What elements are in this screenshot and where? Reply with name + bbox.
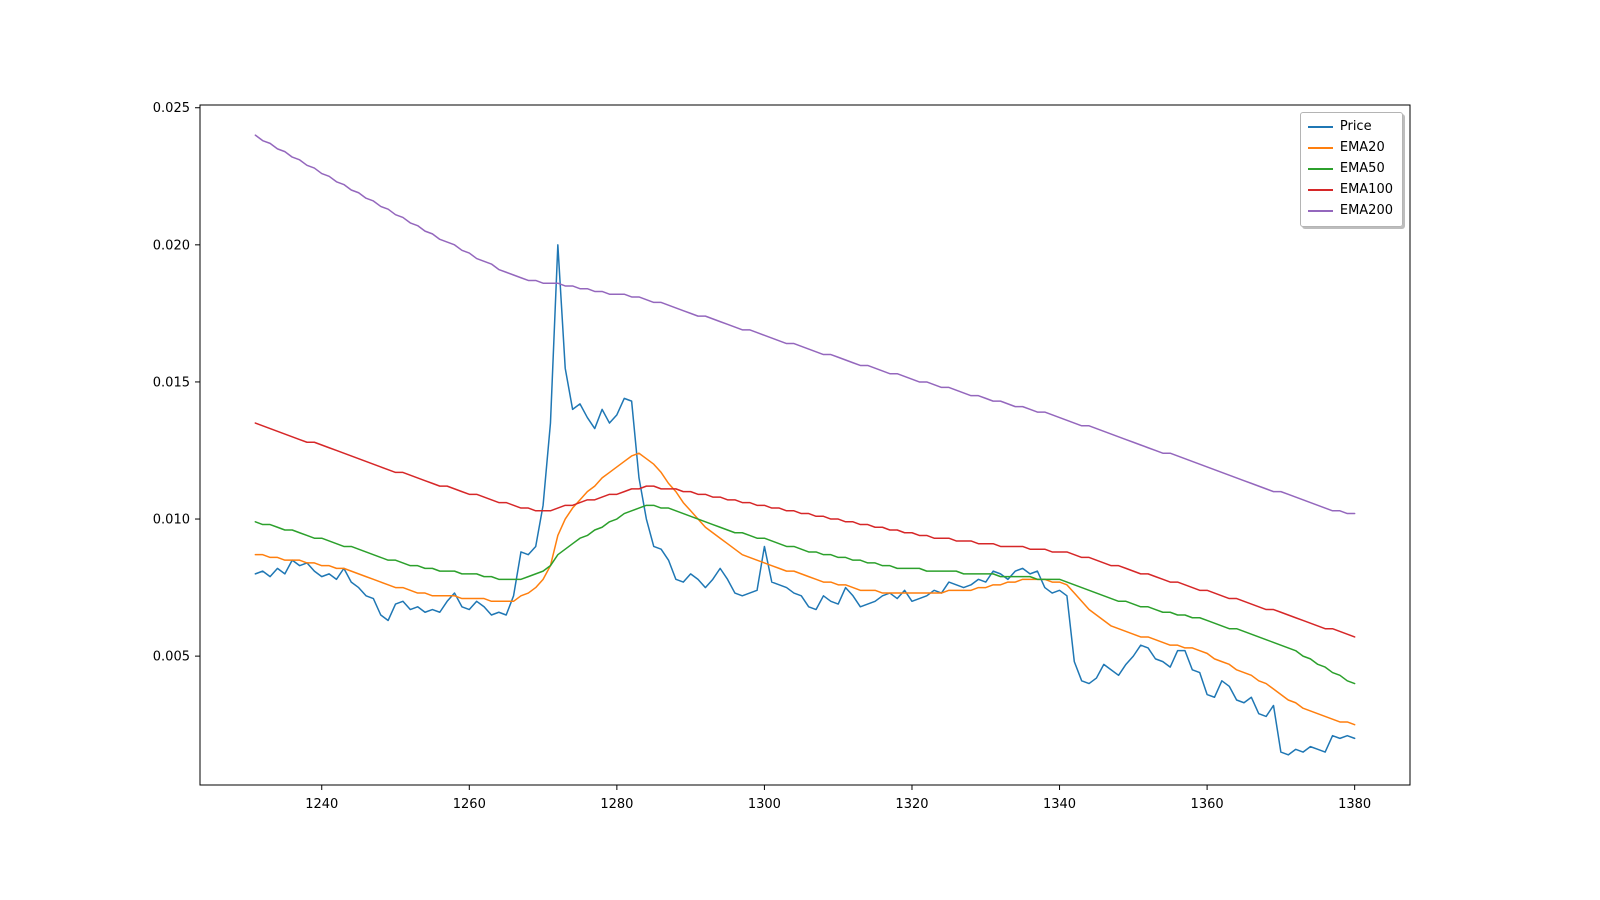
x-tick-label: 1240 [305, 797, 338, 812]
series-line-price [254, 244, 1356, 756]
series-line-ema20 [254, 452, 1356, 726]
plot-border [199, 104, 1411, 786]
legend-label: EMA200 [1339, 203, 1393, 218]
x-tick-label: 1300 [748, 797, 781, 812]
legend-item-price: Price [1307, 118, 1393, 136]
legend-label: EMA100 [1339, 182, 1393, 197]
x-tick-label: 1340 [1043, 797, 1076, 812]
series-line-ema50 [254, 504, 1356, 685]
series-line-ema200 [254, 134, 1356, 515]
legend-line-sample [1307, 147, 1333, 149]
x-tick-label: 1360 [1191, 797, 1224, 812]
legend-item-ema50: EMA50 [1307, 160, 1393, 178]
legend-item-ema100: EMA100 [1307, 181, 1393, 199]
legend-label: EMA20 [1339, 140, 1385, 155]
legend-line-sample [1307, 189, 1333, 191]
y-tick-label: 0.005 [153, 650, 190, 665]
y-tick-label: 0.015 [153, 375, 190, 390]
legend: Price EMA20 EMA50 EMA100 EMA200 [1299, 112, 1403, 227]
legend-line-sample [1307, 210, 1333, 212]
x-tick-label: 1260 [453, 797, 486, 812]
series-line-ema100 [254, 422, 1356, 638]
legend-label: Price [1339, 119, 1372, 134]
x-tick-label: 1280 [600, 797, 633, 812]
y-tick-label: 0.010 [153, 513, 190, 528]
x-tick-label: 1380 [1338, 797, 1371, 812]
legend-label: EMA50 [1339, 161, 1385, 176]
y-tick-label: 0.020 [153, 238, 190, 253]
y-tick-label: 0.025 [153, 101, 190, 116]
legend-line-sample [1307, 168, 1333, 170]
legend-item-ema200: EMA200 [1307, 202, 1393, 220]
legend-line-sample [1307, 126, 1333, 128]
legend-item-ema20: EMA20 [1307, 139, 1393, 157]
x-tick-label: 1320 [895, 797, 928, 812]
